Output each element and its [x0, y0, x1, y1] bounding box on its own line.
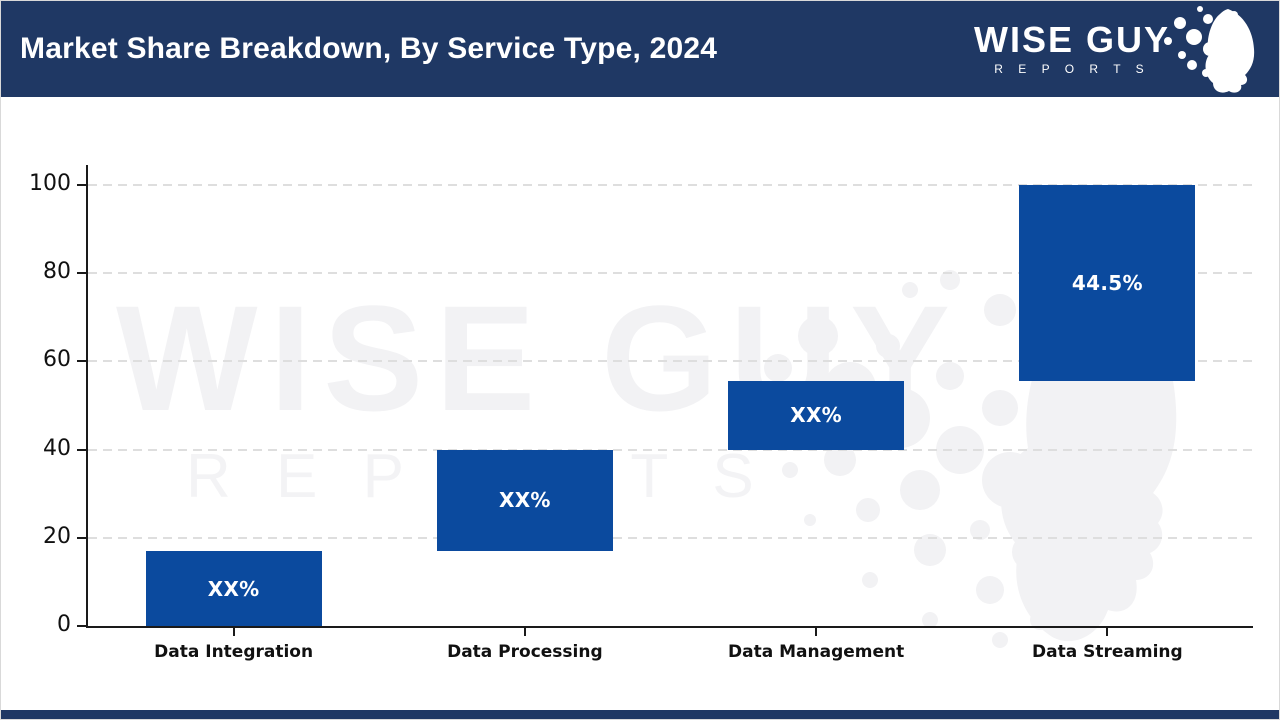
- x-tick-mark: [1106, 628, 1109, 636]
- gridline: [88, 448, 1253, 451]
- x-category-label: Data Integration: [154, 642, 314, 662]
- y-tick-mark: [77, 536, 86, 539]
- y-tick-mark: [77, 448, 86, 451]
- y-tick-label: 40: [43, 435, 71, 461]
- bar-value-label: XX%: [790, 403, 843, 428]
- gridline: [88, 184, 1253, 186]
- x-category-label: Data Processing: [447, 642, 603, 662]
- y-tick-label: 100: [29, 171, 71, 196]
- gridline: [88, 272, 1253, 275]
- y-tick-mark: [77, 272, 86, 275]
- gridline: [88, 536, 1253, 539]
- x-tick-mark: [523, 628, 526, 636]
- logo: WISE GUY R E P O R T S: [974, 1, 1256, 97]
- logo-name: WISE GUY: [973, 18, 1170, 60]
- bar-data-streaming: 44.5%: [1019, 185, 1196, 382]
- x-tick-mark: [815, 628, 818, 636]
- x-category-label: Data Management: [728, 642, 905, 662]
- footer-bar: [0, 710, 1280, 720]
- y-tick-mark: [77, 184, 86, 186]
- bar-data-integration: XX%: [145, 551, 322, 626]
- logo-face-icon: [1156, 1, 1256, 97]
- x-category-label: Data Streaming: [1032, 642, 1183, 662]
- y-tick-mark: [77, 625, 86, 627]
- bar-data-management: XX%: [728, 381, 905, 450]
- bar-value-label: XX%: [207, 576, 260, 601]
- y-tick-mark: [77, 360, 86, 363]
- y-tick-label: 20: [43, 523, 71, 549]
- logo-text: WISE GUY R E P O R T S: [973, 18, 1170, 76]
- bar-value-label: XX%: [498, 488, 551, 513]
- y-tick-label: 80: [43, 259, 71, 285]
- y-tick-label: 0: [57, 612, 71, 637]
- page-title: Market Share Breakdown, By Service Type,…: [20, 31, 718, 65]
- x-tick-mark: [232, 628, 235, 636]
- header-bar: Market Share Breakdown, By Service Type,…: [0, 0, 1280, 97]
- y-tick-label: 60: [43, 347, 71, 373]
- gridline: [88, 360, 1253, 363]
- y-axis-line: [86, 165, 88, 628]
- logo-tagline: R E P O R T S: [994, 61, 1150, 76]
- x-axis-line: [86, 626, 1253, 628]
- bar-data-processing: XX%: [436, 449, 613, 552]
- bar-value-label: 44.5%: [1071, 271, 1143, 296]
